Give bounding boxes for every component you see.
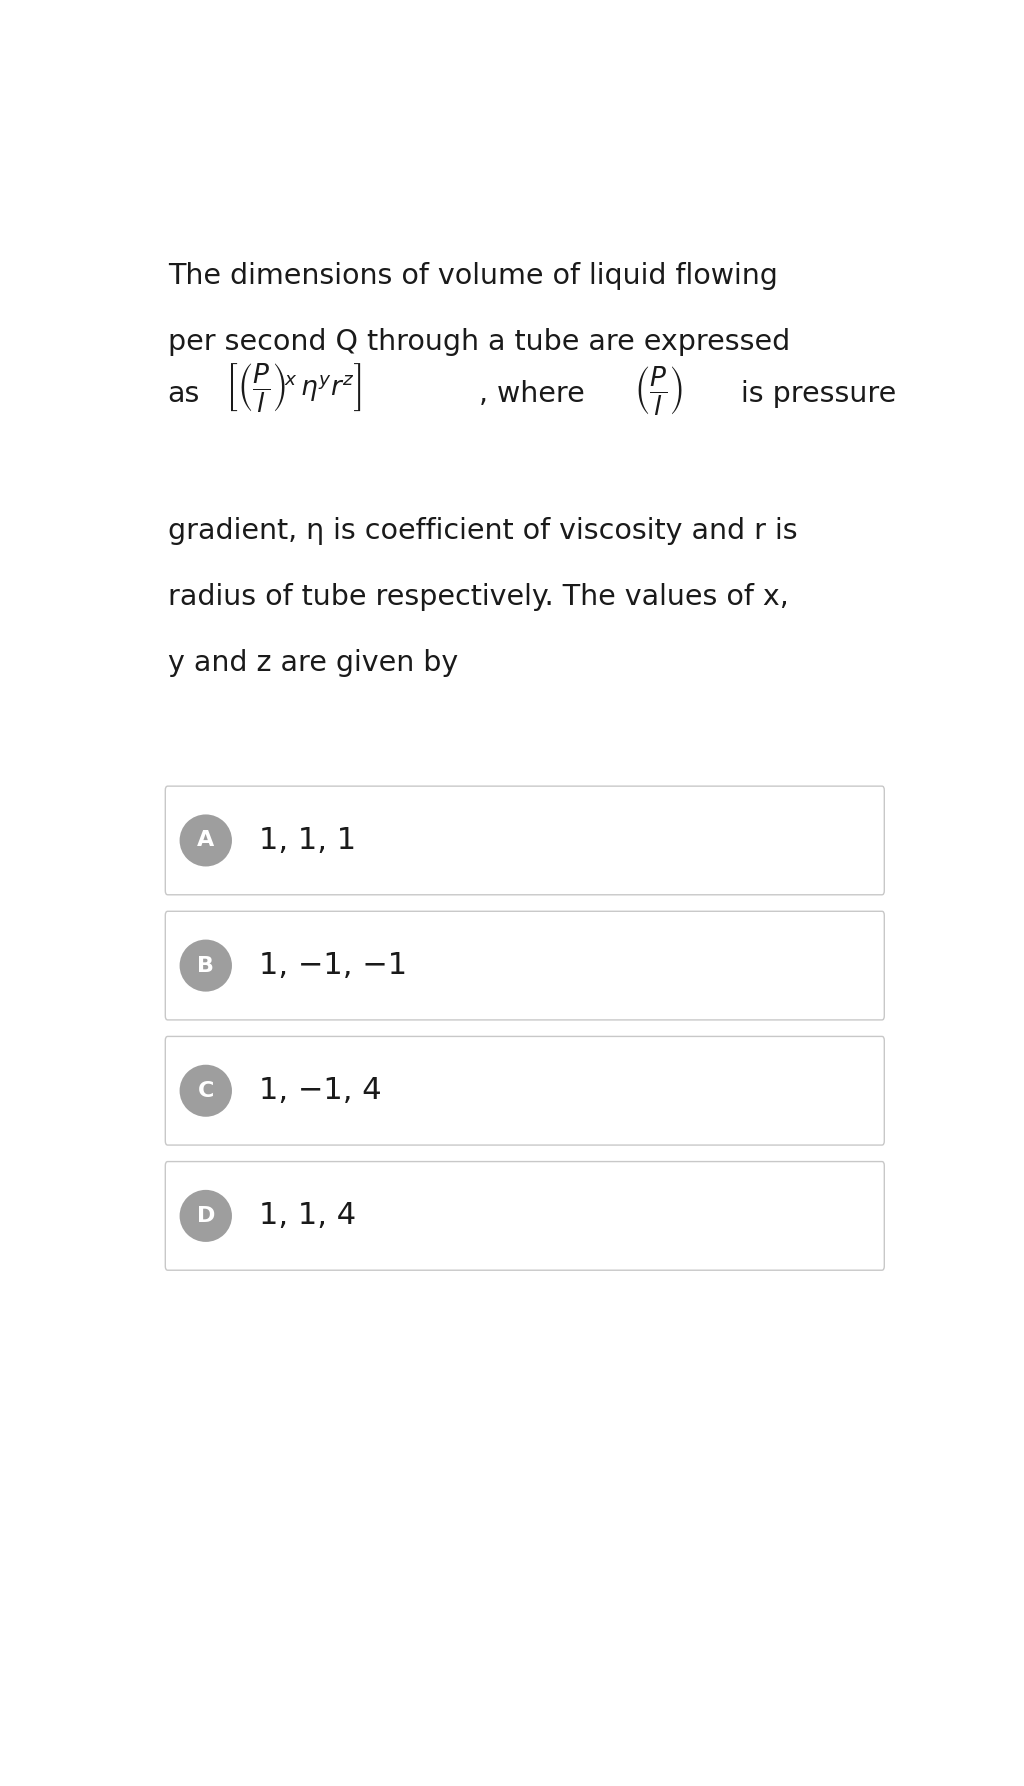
Ellipse shape	[179, 1064, 232, 1116]
FancyBboxPatch shape	[165, 911, 885, 1020]
Text: The dimensions of volume of liquid flowing: The dimensions of volume of liquid flowi…	[168, 263, 777, 291]
Text: C: C	[198, 1081, 214, 1100]
Text: $\left[\left(\dfrac{P}{l}\right)^{\!x}\,\eta^{y}r^{z}\right]$: $\left[\left(\dfrac{P}{l}\right)^{\!x}\,…	[225, 361, 361, 414]
Text: A: A	[198, 830, 214, 850]
Text: radius of tube respectively. The values of x,: radius of tube respectively. The values …	[168, 582, 788, 611]
Text: per second Q through a tube are expressed: per second Q through a tube are expresse…	[168, 329, 790, 357]
Text: y and z are given by: y and z are given by	[168, 648, 458, 677]
Text: , where: , where	[479, 380, 585, 409]
Ellipse shape	[179, 1189, 232, 1241]
Text: is pressure: is pressure	[740, 380, 896, 409]
Text: as: as	[168, 380, 200, 409]
Text: 1, −1, −1: 1, −1, −1	[259, 952, 408, 981]
Text: 1, −1, 4: 1, −1, 4	[259, 1077, 382, 1106]
FancyBboxPatch shape	[165, 786, 885, 895]
Text: B: B	[198, 956, 214, 975]
Ellipse shape	[179, 814, 232, 866]
Text: 1, 1, 4: 1, 1, 4	[259, 1202, 356, 1231]
FancyBboxPatch shape	[165, 1036, 885, 1145]
FancyBboxPatch shape	[165, 1161, 885, 1270]
Text: 1, 1, 1: 1, 1, 1	[259, 825, 356, 855]
Ellipse shape	[179, 939, 232, 991]
Text: D: D	[197, 1206, 215, 1225]
Text: gradient, η is coefficient of viscosity and r is: gradient, η is coefficient of viscosity …	[168, 516, 798, 545]
Text: $\left(\dfrac{P}{l}\right)$: $\left(\dfrac{P}{l}\right)$	[634, 364, 683, 416]
